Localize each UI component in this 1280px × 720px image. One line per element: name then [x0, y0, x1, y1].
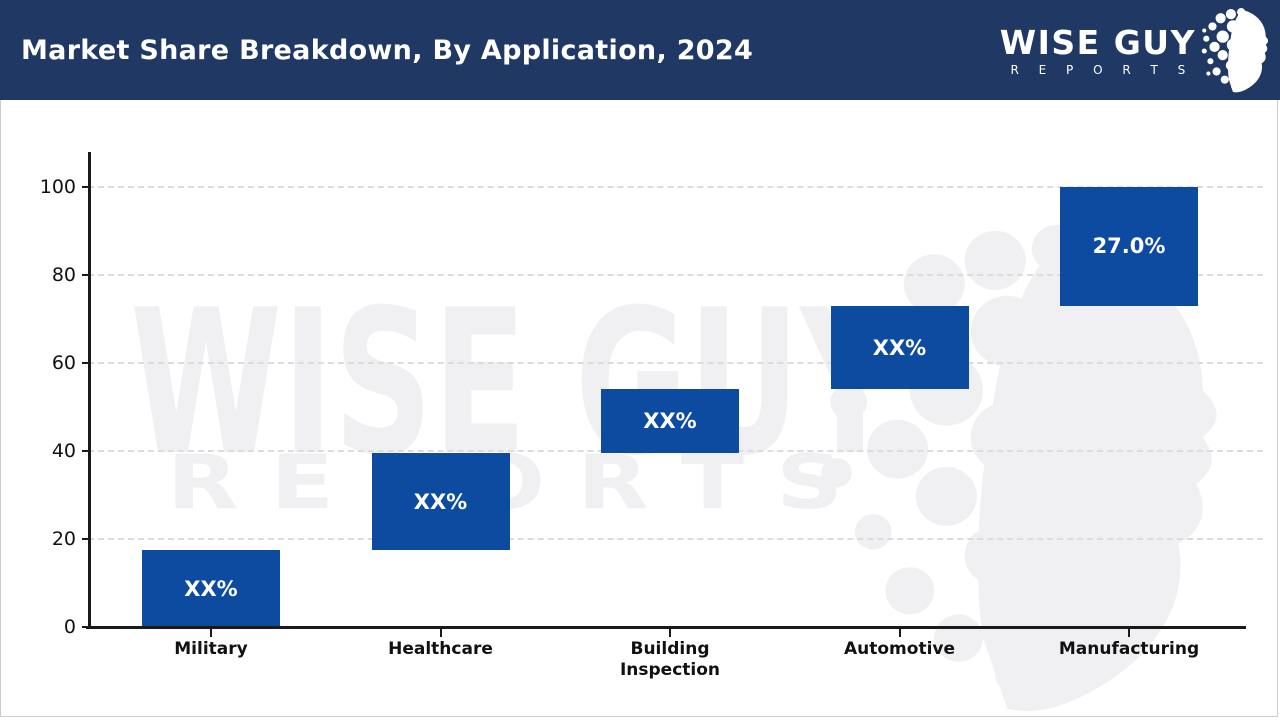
bar-military [142, 550, 280, 627]
y-tick-0 [82, 626, 89, 628]
gridline-20 [88, 538, 1263, 540]
y-tick-80 [82, 274, 89, 276]
x-tick-manufacturing [1128, 628, 1130, 637]
y-tick-label-60: 60 [51, 352, 76, 374]
bar-label-manufacturing: 27.0% [1092, 234, 1166, 259]
x-tick-military [210, 628, 212, 637]
logo-face-icon [1201, 8, 1269, 93]
bar-label-military: XX% [184, 576, 238, 601]
category-label-automotive: Automotive [843, 639, 956, 659]
gridline-80 [88, 274, 1263, 276]
y-tick-label-100: 100 [39, 176, 76, 198]
y-tick-60 [82, 362, 89, 364]
bar-label-automotive: XX% [872, 335, 927, 360]
brand-logo-text: WISE GUY R E P O R T S [999, 22, 1196, 77]
x-axis-line [86, 625, 1246, 629]
brand-subtitle: R E P O R T S [1010, 62, 1194, 77]
y-tick-label-0: 0 [63, 616, 76, 638]
header-bar: Market Share Breakdown, By Application, … [0, 0, 1280, 100]
page-title: Market Share Breakdown, By Application, … [21, 34, 754, 66]
x-tick-automotive [898, 628, 901, 637]
bar-label-building-inspection: XX% [643, 409, 697, 434]
y-tick-100 [82, 186, 89, 188]
brand-logo: WISE GUY R E P O R T S [1000, 6, 1272, 96]
category-label-healthcare: Healthcare [388, 639, 493, 659]
y-tick-40 [82, 450, 89, 452]
gridline-60 [88, 362, 1263, 364]
x-tick-building-inspection [669, 628, 671, 637]
y-tick-20 [82, 538, 89, 540]
brand-name: WISE GUY [999, 22, 1196, 62]
y-tick-label-40: 40 [51, 440, 76, 462]
bar-healthcare [371, 453, 510, 550]
x-tick-healthcare [439, 628, 442, 637]
y-tick-label-20: 20 [51, 528, 76, 550]
gridline-100 [88, 186, 1263, 188]
category-label-building-inspection: Building Inspection [619, 639, 721, 680]
bar-label-healthcare: XX% [413, 489, 468, 514]
y-axis-line [88, 152, 91, 629]
y-tick-label-80: 80 [51, 264, 76, 286]
category-label-military: Military [174, 639, 248, 659]
bar-building-inspection [601, 389, 739, 454]
category-label-manufacturing: Manufacturing [1058, 639, 1200, 659]
